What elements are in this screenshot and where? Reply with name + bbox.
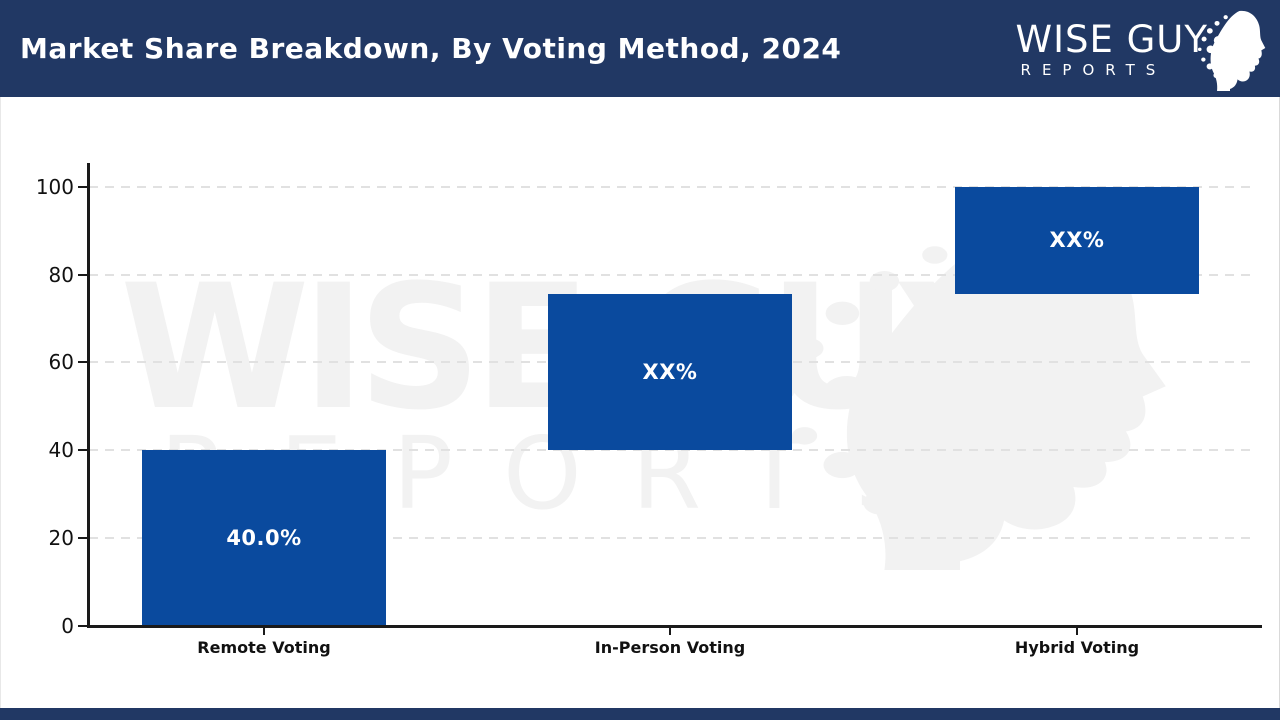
gridline-y-40 [89, 449, 1254, 452]
gridline-y-100 [89, 186, 1254, 188]
gridline-y-80 [89, 273, 1254, 276]
x-tick-mark [669, 628, 671, 635]
logo-reports-label: REPORTS [1020, 60, 1167, 79]
x-tick-mark [263, 628, 265, 635]
gridline-y-20 [89, 536, 1254, 539]
header-bar: Market Share Breakdown, By Voting Method… [0, 0, 1280, 97]
y-tick-label: 0 [61, 613, 74, 638]
category-label: In-Person Voting [594, 638, 746, 657]
logo-text: WISE GUY REPORTS [1015, 18, 1208, 79]
y-tick-label: 100 [35, 175, 74, 199]
category-label: Hybrid Voting [1014, 638, 1140, 657]
bar-value-label: 40.0% [226, 525, 302, 550]
category-label: Remote Voting [197, 638, 331, 657]
bar-value-label: XX% [1049, 228, 1105, 253]
y-tick-label: 60 [48, 350, 74, 375]
bar-hybrid-voting: XX% [955, 187, 1199, 294]
footer-bar [0, 708, 1280, 720]
y-tick-mark [78, 273, 87, 276]
y-tick-mark [78, 624, 87, 627]
y-tick-label: 20 [48, 525, 74, 550]
x-axis-spine [87, 625, 1262, 628]
page-title: Market Share Breakdown, By Voting Method… [20, 32, 842, 65]
x-tick-mark [1076, 628, 1078, 635]
y-tick-mark [78, 449, 87, 452]
bar-remote-voting: 40.0% [142, 450, 386, 626]
logo-wise-guy-label: WISE GUY [1015, 18, 1208, 62]
y-tick-mark [78, 361, 87, 364]
y-tick-mark [78, 186, 87, 188]
y-tick-label: 40 [48, 438, 74, 463]
logo-face-icon [1194, 9, 1266, 91]
bar-value-label: XX% [642, 359, 698, 384]
y-axis-spine [87, 163, 90, 628]
bar-in-person-voting: XX% [548, 293, 792, 451]
y-tick-mark [78, 536, 87, 539]
wise-guy-reports-logo: WISE GUY REPORTS [1016, 6, 1266, 94]
y-tick-label: 80 [48, 262, 74, 287]
